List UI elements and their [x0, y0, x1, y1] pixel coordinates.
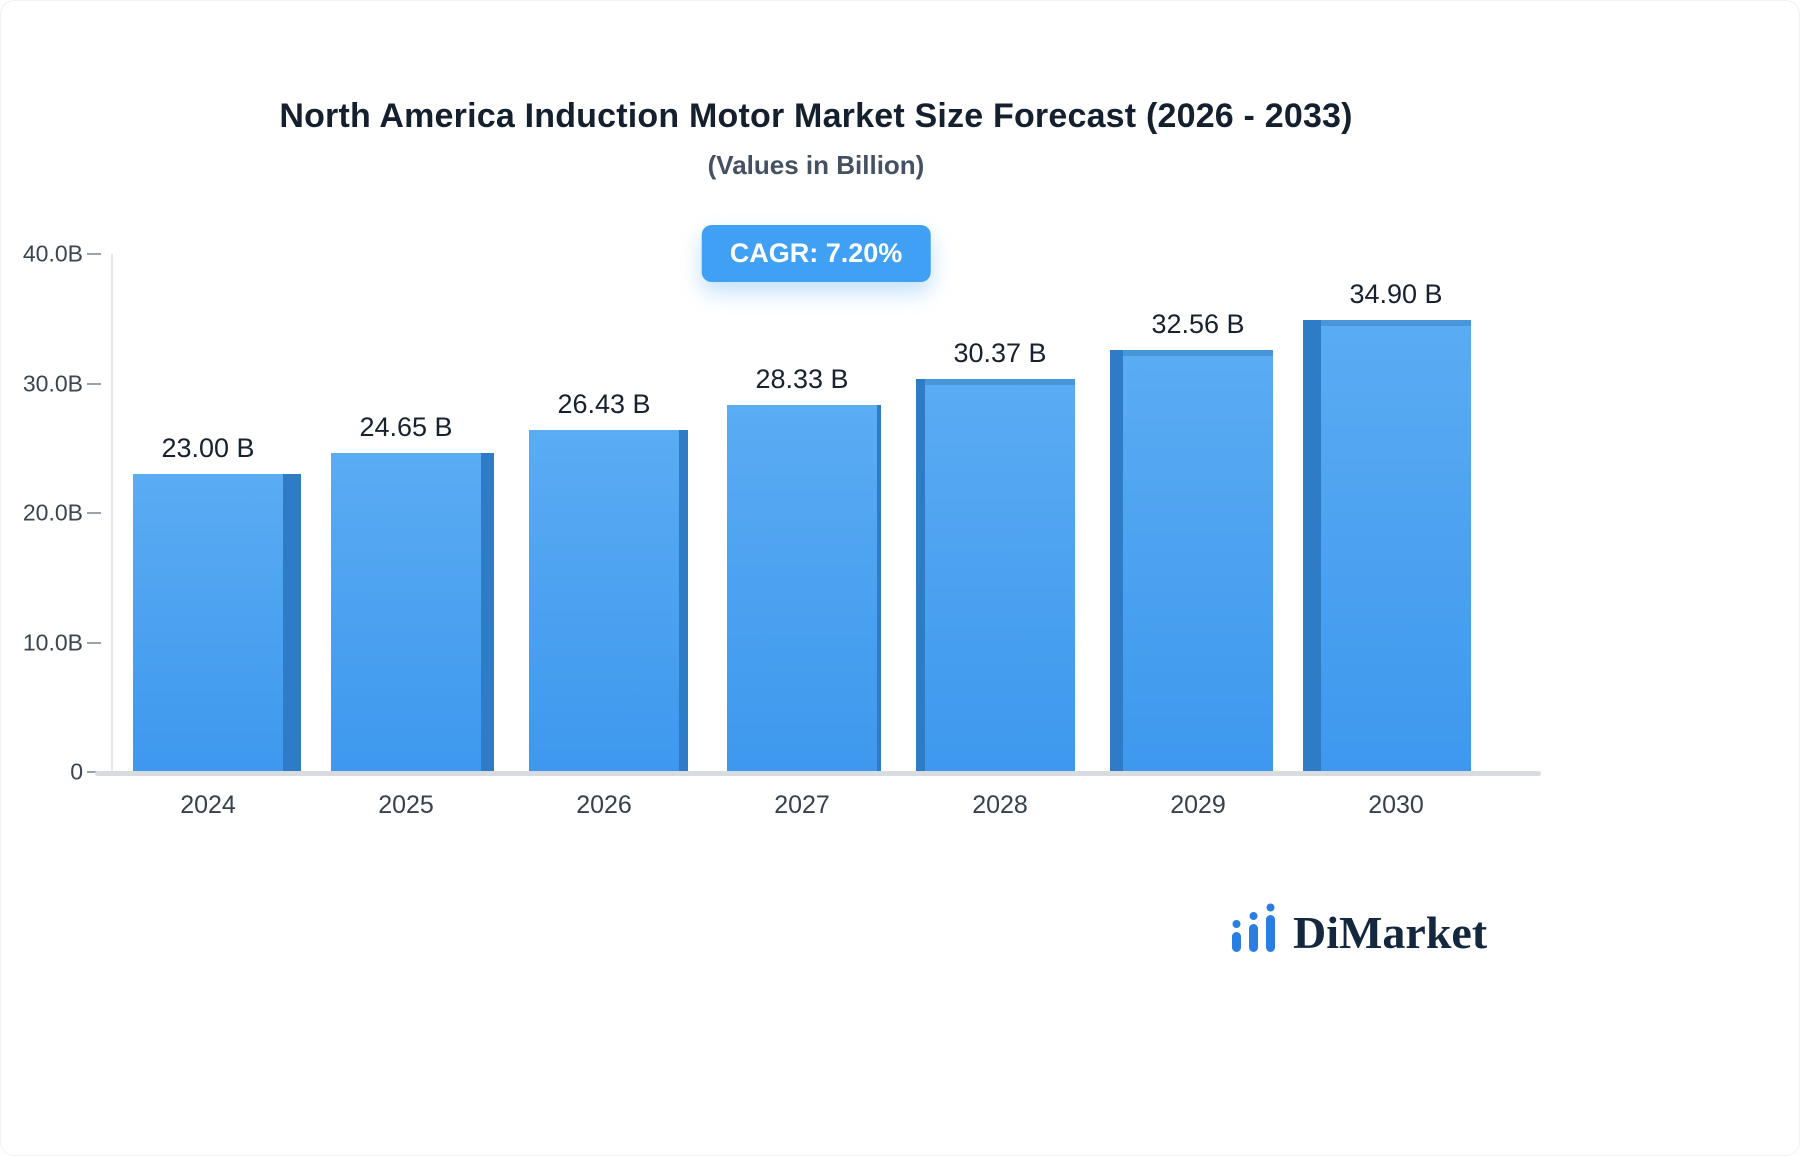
y-tick-mark [87, 771, 101, 773]
bar-group-2026: 26.43 B 2026 [529, 388, 688, 819]
y-axis-line [111, 254, 113, 772]
bar-2026 [529, 429, 688, 772]
y-tick-label: 0 [70, 758, 83, 785]
x-axis-label-2025: 2025 [378, 791, 434, 819]
bar-2025 [331, 452, 494, 772]
bar-side-face [481, 452, 494, 772]
bar-side-face [679, 429, 688, 772]
y-tick-mark [87, 641, 101, 644]
y-tick-label: 20.0B [22, 499, 83, 526]
brand-logo-text: DiMarket [1293, 907, 1488, 958]
bar-group-2027: 28.33 B 2027 [727, 364, 881, 819]
bar-group-2029: 32.56 B 2029 [1110, 309, 1273, 819]
bar-group-2030: 34.90 B 2030 [1303, 279, 1471, 819]
bar-group-2025: 24.65 B 2025 [331, 411, 494, 819]
bar-2027 [727, 405, 881, 772]
bar-value-label: 26.43 B [557, 388, 651, 419]
bar-2028 [916, 378, 1075, 772]
bar-group-2028: 30.37 B 2028 [916, 337, 1075, 819]
x-axis-line [95, 771, 1541, 776]
bar-value-label: 24.65 B [359, 411, 453, 442]
y-tick-mark [87, 512, 101, 514]
bar-2030 [1303, 320, 1471, 772]
x-axis-label-2024: 2024 [180, 791, 236, 819]
bar-value-label: 32.56 B [1151, 309, 1245, 340]
plot-area: 40.0B 30.0B 20.0B 10.0B 0 23.00 B 2024 24.65 B… [23, 241, 1541, 819]
y-tick-label: 40.0B [22, 240, 83, 267]
x-axis-label-2028: 2028 [972, 791, 1028, 819]
bar-series: 23.00 B 2024 24.65 B 2025 26.43 B 2026 28.33 B… [133, 254, 1471, 819]
bar-value-label: 28.33 B [755, 364, 849, 395]
cagr-badge: CAGR: 7.20% [701, 225, 931, 282]
bar-value-label: 34.90 B [1349, 279, 1443, 310]
bar-group-2024: 23.00 B 2024 [133, 433, 301, 819]
x-axis-label-2029: 2029 [1170, 791, 1226, 819]
x-axis-label-2027: 2027 [774, 791, 830, 819]
bar-value-label: 30.37 B [953, 337, 1047, 368]
y-tick-mark [87, 382, 101, 385]
bar-2029 [1110, 350, 1273, 772]
brand-logo: DiMarket [1229, 902, 1487, 956]
bar-side-face [283, 474, 301, 772]
bar-side-face [1303, 320, 1321, 772]
bar-side-face [1110, 350, 1123, 772]
x-axis-label-2026: 2026 [576, 791, 632, 819]
y-tick-mark [87, 253, 101, 255]
chart-subtitle: (Values in Billion) [707, 150, 925, 180]
bar-chart-icon [1232, 903, 1275, 952]
chart-title: North America Induction Motor Market Siz… [279, 97, 1353, 135]
bar-side-face [916, 378, 925, 772]
y-tick-label: 30.0B [22, 370, 83, 396]
bar-value-label: 23.00 B [161, 433, 255, 464]
bar-2024 [133, 474, 301, 772]
y-tick-label: 10.0B [22, 629, 83, 655]
bar-side-face [877, 405, 881, 772]
x-axis-label-2030: 2030 [1368, 791, 1424, 819]
